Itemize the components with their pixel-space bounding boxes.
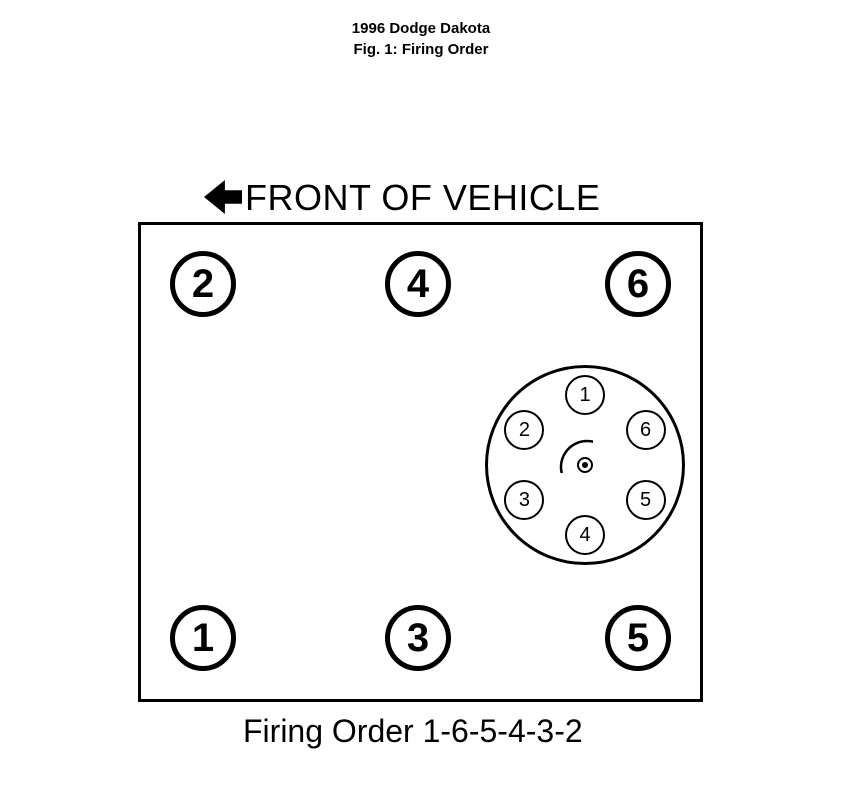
distributor-terminal-6: 6 [626, 410, 666, 450]
cylinder-6: 6 [605, 251, 671, 317]
cylinder-3: 3 [385, 605, 451, 671]
front-of-vehicle-label: FRONT OF VEHICLE [245, 177, 600, 219]
diagram-header: 1996 Dodge Dakota Fig. 1: Firing Order [0, 0, 842, 60]
header-line1: 1996 Dodge Dakota [0, 18, 842, 39]
cylinder-5: 5 [605, 605, 671, 671]
cylinder-2: 2 [170, 251, 236, 317]
firing-order-label: Firing Order 1-6-5-4-3-2 [243, 713, 583, 750]
arrow-left-icon [204, 180, 242, 214]
cylinder-1: 1 [170, 605, 236, 671]
header-line2: Fig. 1: Firing Order [0, 39, 842, 60]
rotation-arrow-icon [521, 401, 593, 478]
cylinder-4: 4 [385, 251, 451, 317]
distributor-terminal-5: 5 [626, 480, 666, 520]
distributor-terminal-4: 4 [565, 515, 605, 555]
